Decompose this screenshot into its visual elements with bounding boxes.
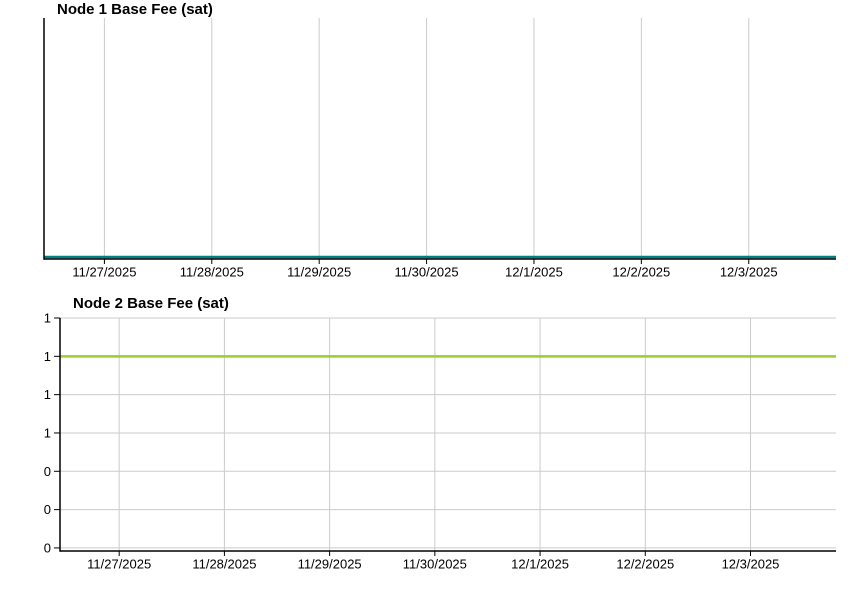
x-tick-label: 11/28/2025 [180,265,244,280]
y-tick-label: 0 [44,540,51,555]
x-tick-label: 12/2/2025 [616,557,674,572]
x-tick-label: 12/3/2025 [720,265,778,280]
x-tick-label: 11/27/2025 [87,557,151,572]
x-tick-label: 12/2/2025 [612,265,670,280]
x-tick-label: 12/1/2025 [505,265,563,280]
y-tick-label: 1 [44,387,51,402]
x-tick-label: 11/29/2025 [298,557,362,572]
y-tick-label: 1 [44,311,51,326]
chart-title-node1-base-fee: Node 1 Base Fee (sat) [57,1,213,18]
x-tick-label: 11/28/2025 [192,557,256,572]
x-tick-label: 11/30/2025 [403,557,467,572]
x-tick-label: 12/3/2025 [722,557,780,572]
y-tick-label: 1 [44,425,51,440]
y-tick-label: 1 [44,349,51,364]
y-tick-label: 0 [44,464,51,479]
chart-title-node2-base-fee: Node 2 Base Fee (sat) [73,295,229,312]
x-tick-label: 11/30/2025 [395,265,459,280]
x-tick-label: 11/27/2025 [72,265,136,280]
x-tick-label: 12/1/2025 [511,557,569,572]
x-tick-label: 11/29/2025 [287,265,351,280]
y-tick-label: 0 [44,502,51,517]
